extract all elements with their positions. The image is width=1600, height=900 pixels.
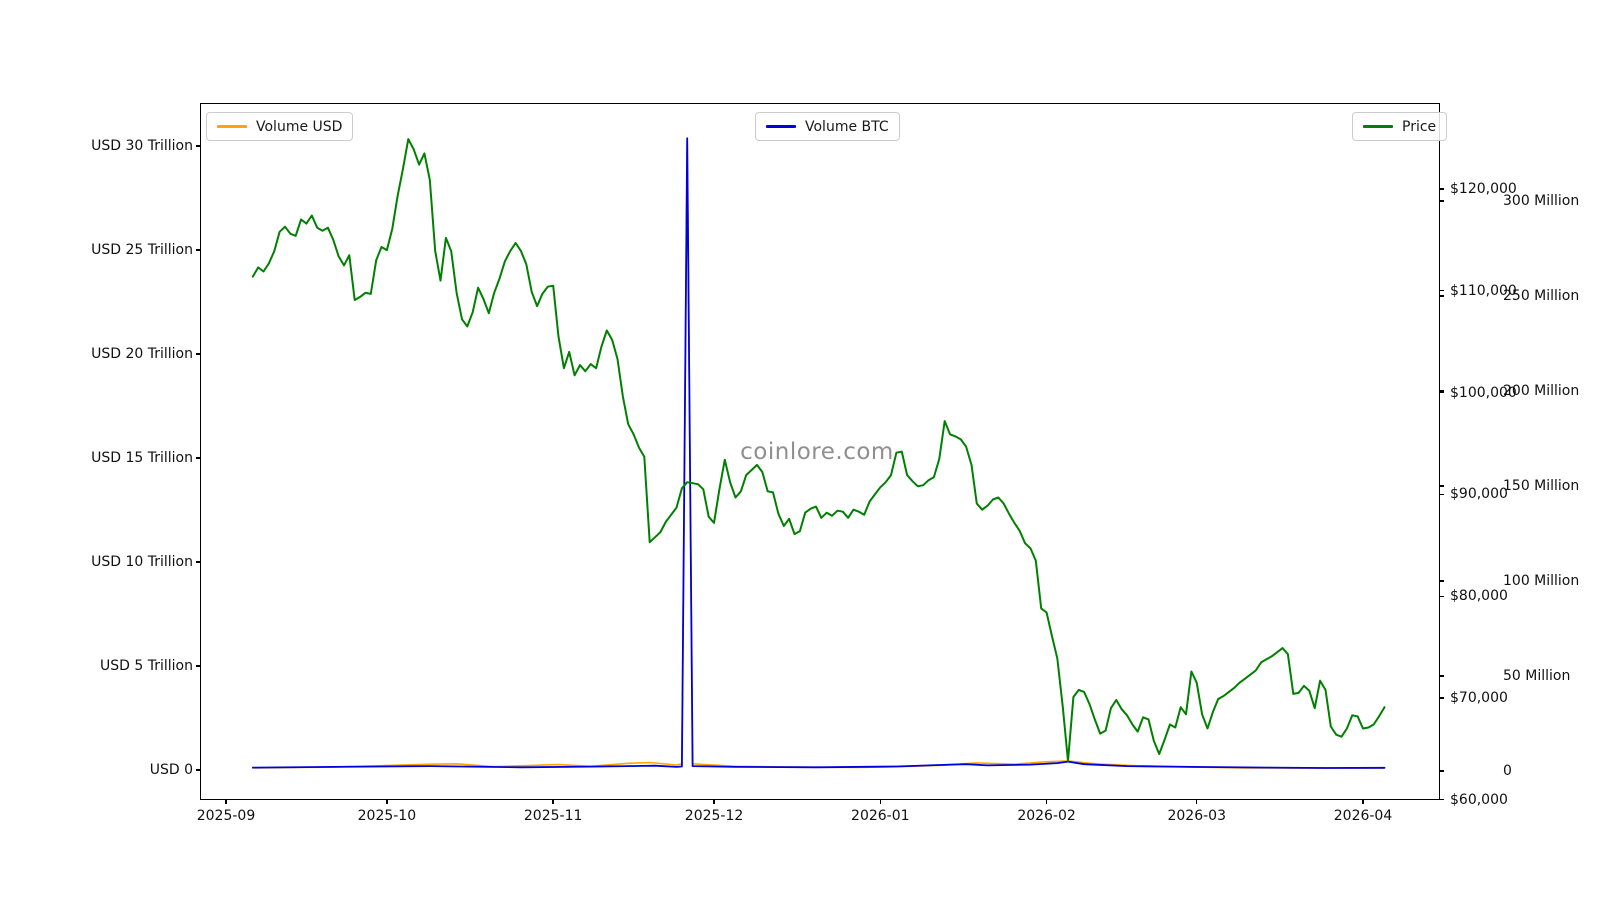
x-axis-tick [386, 799, 388, 804]
legend-volume-btc: Volume BTC [755, 112, 900, 141]
left-axis-tick [196, 353, 201, 355]
btc-axis-tick-label: 100 Million [1503, 573, 1580, 590]
volume-usd-legend-label: Volume USD [256, 118, 343, 135]
left-axis-tick [196, 457, 201, 459]
volume-btc-line [251, 137, 1386, 769]
volume-usd-legend-swatch [217, 125, 247, 128]
x-axis-tick-label: 2025-10 [357, 808, 417, 824]
left-axis-tick [196, 769, 201, 771]
left-axis-tick-label: USD 25 Trillion [91, 242, 193, 258]
x-axis-tick-label: 2026-02 [1017, 808, 1076, 824]
price-axis-tick-label: $80,000 [1450, 588, 1508, 605]
price-axis-tick-label: $60,000 [1450, 791, 1508, 808]
x-axis-tick-label: 2026-03 [1167, 808, 1226, 824]
price-axis-tick [1439, 697, 1444, 699]
price-axis-tick-label: $110,000 [1450, 282, 1517, 299]
x-axis-tick [1045, 799, 1048, 804]
btc-axis-tick-label: 0 [1503, 763, 1512, 780]
x-axis-tick [225, 799, 227, 804]
volume-btc-legend-label: Volume BTC [805, 118, 889, 135]
plot-area [251, 137, 1386, 769]
price-legend-swatch [1363, 125, 1393, 128]
x-axis-tick-label: 2025-09 [196, 808, 256, 824]
price-axis-tick-label: $70,000 [1450, 690, 1508, 706]
btc-axis-tick [1439, 200, 1444, 202]
left-axis-tick-label: USD 10 Trillion [91, 554, 193, 570]
x-axis-tick-label: 2025-12 [684, 808, 744, 824]
btc-axis-tick [1439, 295, 1444, 297]
legend-price: Price [1352, 112, 1448, 141]
left-axis-tick-label: USD 20 Trillion [91, 346, 193, 362]
btc-axis-tick-label: 300 Million [1503, 193, 1580, 209]
price-axis-tick [1439, 595, 1444, 597]
btc-axis-tick [1439, 675, 1444, 677]
x-axis-tick [1196, 799, 1198, 804]
watermark: coinlore.com [740, 439, 894, 465]
x-axis-tick [879, 799, 881, 804]
x-axis-tick [552, 799, 554, 804]
price-axis-tick-label: $90,000 [1450, 486, 1508, 503]
volume-btc-legend-swatch [766, 125, 796, 128]
left-axis-tick [196, 561, 201, 563]
price-axis-tick [1439, 493, 1444, 496]
price-axis-tick [1439, 290, 1444, 292]
price-axis-tick-label: $120,000 [1450, 181, 1517, 197]
btc-axis-tick-label: 50 Million [1503, 668, 1571, 685]
x-axis-tick [713, 799, 715, 804]
legend-volume-usd: Volume USD [206, 112, 354, 141]
price-axis-tick [1439, 188, 1444, 190]
price-axis-tick [1439, 391, 1444, 394]
btc-axis-tick [1439, 485, 1444, 487]
left-axis-tick-label: USD 30 Trillion [91, 138, 193, 154]
btc-axis-tick-label: 200 Million [1503, 383, 1580, 400]
left-axis-tick-label: USD 0 [149, 762, 193, 778]
x-axis-tick-label: 2026-04 [1333, 808, 1393, 824]
price-axis-tick-label: $100,000 [1450, 384, 1517, 401]
left-axis-tick [196, 145, 201, 147]
btc-axis-tick [1439, 580, 1444, 582]
x-axis-tick-label: 2026-01 [851, 808, 910, 824]
x-axis-tick-label: 2025-11 [523, 808, 583, 824]
plot-area-border [200, 103, 1440, 800]
left-axis-tick-label: USD 5 Trillion [100, 658, 193, 674]
btc-axis-tick-label: 150 Million [1503, 478, 1580, 495]
price-axis-tick [1439, 799, 1444, 801]
btc-axis-tick [1439, 770, 1444, 772]
btc-axis-tick-label: 250 Million [1503, 288, 1580, 305]
left-axis-tick [196, 249, 201, 251]
left-axis-tick [196, 665, 201, 667]
price-line [251, 138, 1386, 763]
x-axis-tick [1362, 799, 1364, 804]
price-legend-label: Price [1402, 118, 1437, 135]
left-axis-tick-label: USD 15 Trillion [91, 450, 193, 466]
btc-axis-tick [1439, 390, 1444, 392]
